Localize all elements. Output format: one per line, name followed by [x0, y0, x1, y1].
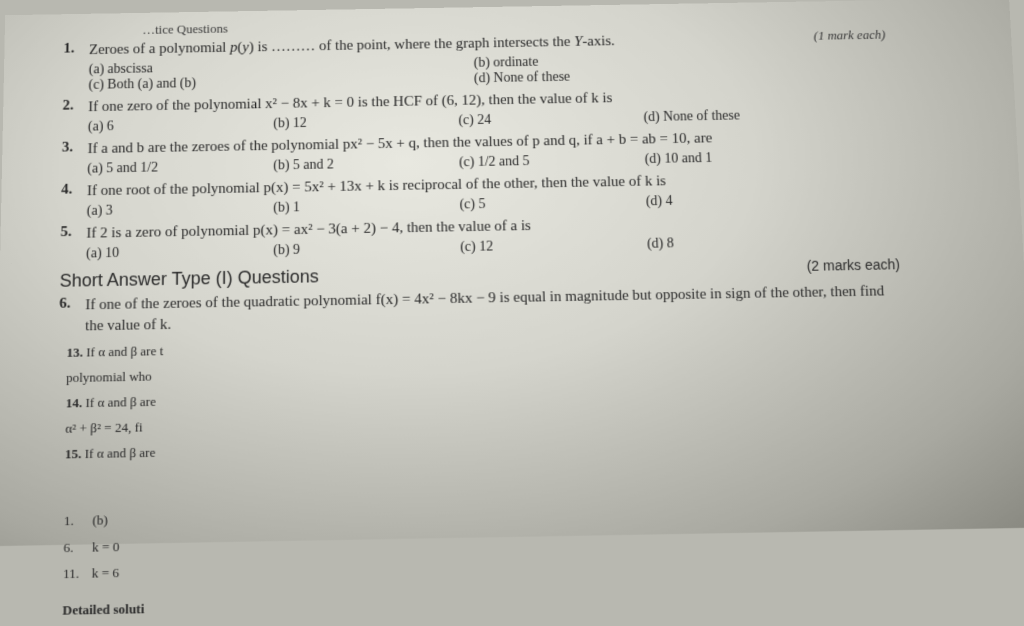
answer-number: 6.	[63, 536, 92, 559]
option-c: (c) 1/2 and 5	[459, 152, 645, 171]
side-partial-line: polynomial who	[66, 365, 179, 389]
question-number: 1.	[63, 41, 74, 58]
option-letter: (a)	[89, 63, 105, 78]
option-text: 1/2 and 5	[478, 154, 530, 170]
option-text: 1	[293, 200, 300, 215]
answer-text: k = 0	[92, 538, 120, 554]
option-letter: (d)	[474, 71, 490, 86]
option-letter: (c)	[459, 155, 475, 170]
option-letter: (b)	[273, 243, 289, 258]
option-text: 5 and 2	[293, 158, 334, 173]
option-a: (a) 6	[88, 117, 273, 136]
option-text: 12	[479, 240, 493, 255]
option-letter: (b)	[273, 116, 289, 131]
answer-line: 1.(b)	[64, 508, 178, 533]
side-number: 13.	[66, 344, 83, 359]
option-b: (b) 9	[273, 240, 460, 259]
section-heading-text: Short Answer Type (I) Questions	[60, 266, 319, 290]
side-partial-line: 15. If α and β are	[65, 441, 179, 466]
option-b: (b) 5 and 2	[273, 155, 459, 174]
main-column: …tice Questions (1 mark each) 1. Zeroes …	[59, 10, 903, 342]
option-text: 24	[477, 113, 491, 128]
text-fragment: Zeroes of a polynomial	[89, 40, 230, 58]
answer-text: k = 6	[92, 564, 120, 580]
option-text: 4	[665, 194, 672, 209]
side-number: 15.	[65, 446, 82, 462]
option-d: (d) None of these	[643, 107, 829, 126]
option-a: (a) 10	[86, 243, 273, 262]
option-d: (d) 10 and 1	[645, 149, 831, 168]
option-text: abscissa	[107, 62, 152, 77]
option-text: 6	[107, 119, 114, 134]
side-column: 13. If α and β are t polynomial who 14. …	[54, 340, 179, 625]
side-partial-line: 14. If α and β are	[66, 390, 179, 414]
option-text: None of these	[663, 109, 740, 125]
option-d: (d) 8	[647, 234, 834, 253]
side-partial-line: 13. If α and β are t	[66, 340, 179, 364]
option-text: ordinate	[493, 55, 538, 70]
option-a: (a) 3	[87, 201, 274, 220]
option-letter: (d)	[647, 237, 664, 252]
option-letter: (b)	[273, 158, 289, 173]
option-text: 9	[293, 243, 300, 258]
option-b: (b) 1	[273, 198, 460, 217]
option-letter: (c)	[88, 78, 104, 93]
option-letter: (b)	[273, 201, 289, 216]
answer-line: 11.k = 6	[63, 560, 178, 585]
side-text: If α and β are	[85, 445, 156, 462]
side-text: If α and β are	[85, 394, 156, 410]
question-number: 4.	[61, 182, 72, 199]
question-6: 6. If one of the zeroes of the quadratic…	[59, 281, 903, 338]
option-letter: (c)	[458, 113, 474, 128]
option-text: 3	[106, 204, 113, 219]
option-letter: (a)	[88, 120, 104, 135]
option-text: 5	[478, 197, 485, 212]
answer-number: 1.	[64, 510, 93, 533]
option-text: Both (a) and (b)	[107, 76, 196, 92]
option-letter: (d)	[645, 152, 662, 167]
question-number: 5.	[60, 224, 71, 241]
section-marks: (2 marks each)	[806, 256, 900, 274]
option-c: (c) 12	[460, 237, 647, 256]
math-var: p	[230, 40, 237, 56]
option-letter: (d)	[646, 194, 663, 209]
option-letter: (c)	[460, 240, 476, 255]
text-fragment: ) is ……… of the point, where the graph i…	[249, 34, 574, 55]
option-letter: (a)	[87, 162, 103, 177]
question-number: 3.	[62, 140, 73, 157]
option-text: 12	[293, 116, 307, 131]
option-text: 10 and 1	[664, 151, 712, 166]
option-c: (c) 24	[458, 110, 643, 129]
option-c: (c) 5	[459, 194, 646, 213]
answer-line: 6.k = 0	[63, 534, 178, 559]
detailed-solutions-label: Detailed soluti	[62, 597, 177, 622]
side-text: α² + β² = 24, fi	[65, 420, 142, 437]
option-text: 10	[105, 246, 119, 261]
option-letter: (c)	[459, 197, 475, 212]
question-text: If one of the zeroes of the quadratic po…	[85, 281, 903, 337]
option-d: (d) 4	[646, 191, 833, 210]
option-a: (a) 5 and 1/2	[87, 159, 273, 178]
spacer	[64, 467, 178, 510]
page-surface: …tice Questions (1 mark each) 1. Zeroes …	[0, 0, 1024, 546]
side-text: If α and β are t	[86, 343, 163, 359]
option-letter: (a)	[86, 246, 102, 261]
option-text: 8	[667, 236, 674, 251]
option-letter: (a)	[87, 204, 103, 219]
side-text: polynomial who	[66, 369, 152, 386]
option-text: 5 and 1/2	[106, 161, 158, 177]
side-number: 14.	[66, 395, 83, 411]
answer-text: (b)	[92, 513, 108, 529]
question-1: (1 mark each) 1. Zeroes of a polynomial …	[63, 27, 892, 94]
question-number: 2.	[62, 98, 73, 115]
mark-note: (1 mark each)	[813, 27, 885, 44]
answer-number: 11.	[63, 562, 92, 586]
option-letter: (d)	[643, 110, 660, 125]
text-fragment: -axis.	[582, 34, 615, 50]
question-number: 6.	[59, 296, 71, 313]
option-text: None of these	[493, 70, 570, 86]
side-partial-line: α² + β² = 24, fi	[65, 416, 179, 440]
option-letter: (b)	[474, 56, 490, 71]
option-b: (b) 12	[273, 114, 458, 133]
